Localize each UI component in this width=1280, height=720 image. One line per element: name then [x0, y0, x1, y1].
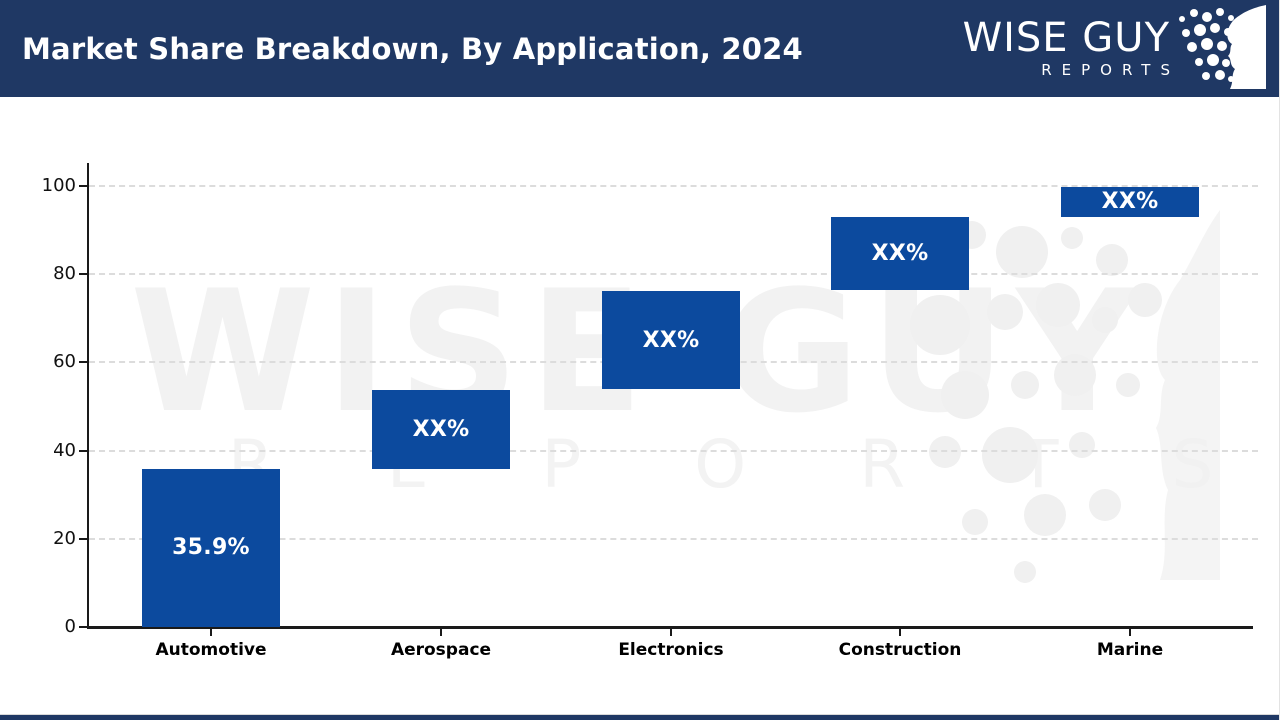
bar-value-label: XX% [871, 240, 929, 266]
y-tick-label-20: 20 [53, 527, 76, 549]
y-tick-label-0: 0 [64, 616, 76, 637]
x-tick-mark-marine [1129, 629, 1131, 636]
brand-logo: WISE GUY REPORTS [963, 4, 1279, 93]
y-axis-line [87, 163, 89, 628]
watermark-face-icon [860, 190, 1220, 594]
bar-electronics: XX% [602, 290, 740, 390]
brand-name: WISE GUY [962, 15, 1170, 61]
x-category-label-construction: Construction [838, 640, 962, 660]
bar-value-label: XX% [642, 327, 700, 353]
gridline-20 [89, 537, 1258, 540]
bar-value-label: XX% [1101, 189, 1159, 215]
x-category-label-marine: Marine [1096, 640, 1164, 660]
bar-construction: XX% [831, 216, 969, 291]
y-tick-mark-0 [79, 626, 88, 628]
brand-subname: REPORTS [1041, 61, 1180, 79]
gridline-80 [89, 273, 1258, 276]
y-tick-label-80: 80 [53, 263, 76, 285]
bar-aerospace: XX% [372, 389, 510, 469]
gridline-40 [89, 449, 1258, 452]
bar-marine: XX% [1061, 186, 1199, 217]
x-tick-mark-aerospace [440, 629, 442, 636]
y-tick-label-40: 40 [53, 439, 76, 461]
footer-bar [0, 714, 1279, 720]
y-tick-mark-20 [79, 537, 88, 540]
header-bar: Market Share Breakdown, By Application, … [0, 0, 1279, 97]
x-tick-mark-electronics [670, 629, 672, 636]
bar-value-label: XX% [412, 416, 470, 442]
x-tick-mark-construction [899, 629, 901, 636]
x-axis-line [87, 626, 1253, 629]
x-category-label-electronics: Electronics [618, 640, 724, 660]
x-tick-mark-automotive [210, 629, 212, 636]
y-tick-mark-40 [79, 449, 88, 452]
brand-logo-text: WISE GUY REPORTS [963, 18, 1170, 79]
page-title: Market Share Breakdown, By Application, … [22, 31, 803, 66]
bar-value-label: 35.9% [172, 535, 250, 561]
bar-automotive: 35.9% [142, 468, 280, 627]
gridline-100 [89, 185, 1258, 187]
y-tick-mark-100 [79, 185, 88, 187]
x-category-label-automotive: Automotive [155, 640, 267, 660]
y-tick-mark-60 [79, 361, 88, 364]
logo-face-icon [1174, 4, 1266, 93]
y-tick-label-60: 60 [53, 351, 76, 373]
x-category-label-aerospace: Aerospace [390, 640, 492, 660]
y-tick-label-100: 100 [41, 175, 76, 196]
y-tick-mark-80 [79, 273, 88, 276]
